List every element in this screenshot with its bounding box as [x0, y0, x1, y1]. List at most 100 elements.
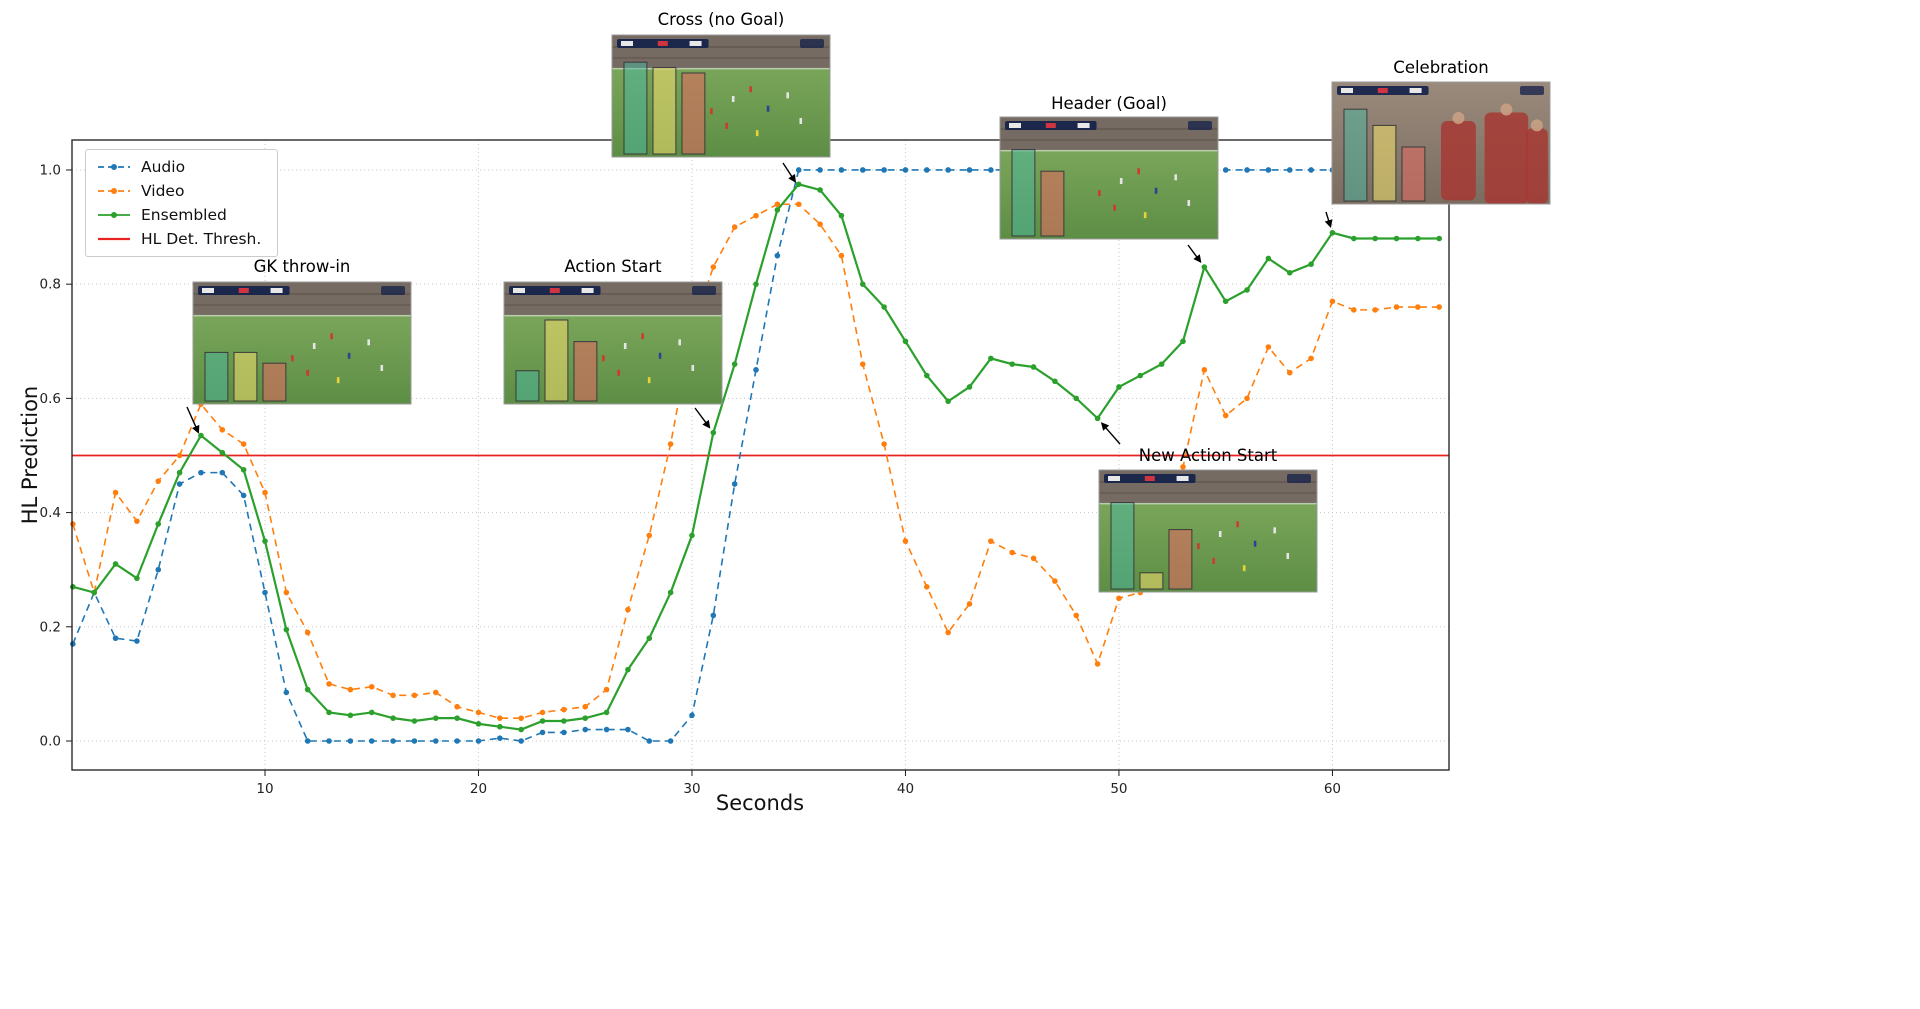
player-dot — [658, 352, 662, 359]
data-point-ensembled — [518, 726, 524, 733]
data-point-ensembled — [817, 187, 823, 193]
data-point-video — [1222, 412, 1229, 419]
data-point-ensembled — [1329, 229, 1336, 236]
video-frame-thumbnail — [999, 116, 1219, 240]
player-dot — [367, 339, 370, 346]
data-point-ensembled — [710, 429, 717, 436]
data-point-video — [262, 489, 268, 496]
data-point-ensembled — [91, 589, 98, 596]
annotation-label: New Action Start — [1138, 446, 1278, 465]
player-dot — [691, 364, 695, 371]
data-point-video — [475, 709, 482, 716]
data-point-ensembled — [1372, 235, 1378, 242]
player-dot — [755, 130, 759, 137]
annotation-arrow — [1187, 244, 1199, 259]
player-dot — [1253, 540, 1257, 547]
player-dot — [1174, 174, 1177, 181]
data-point-video — [155, 478, 162, 484]
data-point-ensembled — [881, 304, 887, 310]
player-dot — [799, 117, 803, 124]
data-point-ensembled — [1030, 364, 1037, 370]
x-tick-label: 20 — [470, 781, 487, 797]
y-tick-label: 0.8 — [40, 277, 61, 293]
annotation-arrow — [1104, 426, 1121, 445]
broadcast-logo — [1188, 121, 1212, 130]
touchline — [612, 67, 830, 70]
data-point-ensembled — [582, 715, 589, 721]
player-dot — [786, 92, 789, 99]
player-dot — [1098, 190, 1101, 197]
legend-label: Ensembled — [141, 206, 227, 224]
player-dot — [647, 377, 651, 384]
overlay-bar-teal — [1343, 108, 1368, 202]
y-axis-label: HL Prediction — [18, 385, 42, 525]
data-point-audio — [390, 738, 396, 744]
overlay-bar-teal — [623, 61, 648, 155]
y-tick-label: 0.4 — [40, 505, 61, 521]
data-point-ensembled — [561, 718, 567, 724]
x-tick-label: 50 — [1110, 781, 1127, 797]
data-point-ensembled — [240, 466, 247, 473]
overlay-bar-red — [1401, 146, 1426, 202]
data-point-audio — [539, 729, 546, 736]
player-dot — [1113, 204, 1116, 211]
data-point-audio — [304, 738, 311, 744]
data-point-video — [1094, 661, 1101, 667]
video-frame-thumbnail — [503, 281, 723, 405]
data-point-ensembled — [368, 709, 375, 716]
data-point-ensembled — [1308, 261, 1314, 267]
player-head — [1452, 112, 1465, 125]
thumbnail-border — [503, 281, 723, 405]
video-frame-thumbnail — [1331, 81, 1551, 205]
player-dot — [306, 369, 309, 376]
data-point-ensembled — [774, 207, 781, 213]
overlay-bar-red — [1168, 529, 1193, 590]
touchline — [504, 314, 722, 317]
data-point-audio — [368, 738, 375, 744]
data-point-audio — [112, 635, 119, 642]
overlay-bar-red — [573, 341, 598, 402]
annotation-arrow — [186, 406, 198, 429]
data-point-video — [753, 212, 759, 219]
player-dot — [291, 355, 294, 362]
data-point-video — [539, 709, 546, 716]
data-point-video — [945, 629, 951, 636]
player-dot — [725, 122, 728, 129]
data-point-audio — [155, 566, 162, 573]
player-dot — [1143, 212, 1147, 219]
data-point-audio — [518, 738, 524, 744]
data-point-audio — [219, 469, 226, 476]
data-point-audio — [667, 738, 674, 744]
player-dot — [312, 343, 316, 349]
data-point-video — [1286, 369, 1293, 376]
player-dot — [1154, 187, 1158, 194]
y-tick-label: 0.0 — [40, 733, 61, 749]
x-axis-label: Seconds — [715, 791, 805, 815]
data-point-audio — [817, 167, 823, 173]
touchline — [193, 314, 411, 317]
data-point-video — [112, 489, 119, 496]
data-point-video — [411, 692, 418, 699]
x-tick-label: 10 — [256, 781, 273, 797]
data-point-ensembled — [475, 721, 482, 727]
data-point-ensembled — [1201, 264, 1208, 270]
data-point-video — [1201, 367, 1208, 373]
data-point-ensembled — [390, 715, 396, 721]
data-point-video — [1009, 549, 1016, 556]
data-point-video — [134, 518, 140, 524]
data-point-audio — [240, 492, 247, 499]
player-dot — [731, 96, 735, 102]
player-dot — [1197, 543, 1200, 550]
data-point-ensembled — [753, 281, 759, 287]
data-point-audio — [475, 738, 482, 744]
player-dot — [749, 86, 752, 93]
data-point-video — [1415, 304, 1421, 310]
legend-line-sample — [98, 188, 130, 194]
data-point-ensembled — [497, 723, 503, 730]
overlay-bar-teal — [1011, 149, 1036, 237]
data-point-ensembled — [625, 666, 631, 673]
player-dot — [623, 343, 627, 349]
data-point-ensembled — [219, 449, 226, 456]
data-point-audio — [1308, 167, 1314, 173]
legend-item: Audio — [96, 158, 261, 176]
